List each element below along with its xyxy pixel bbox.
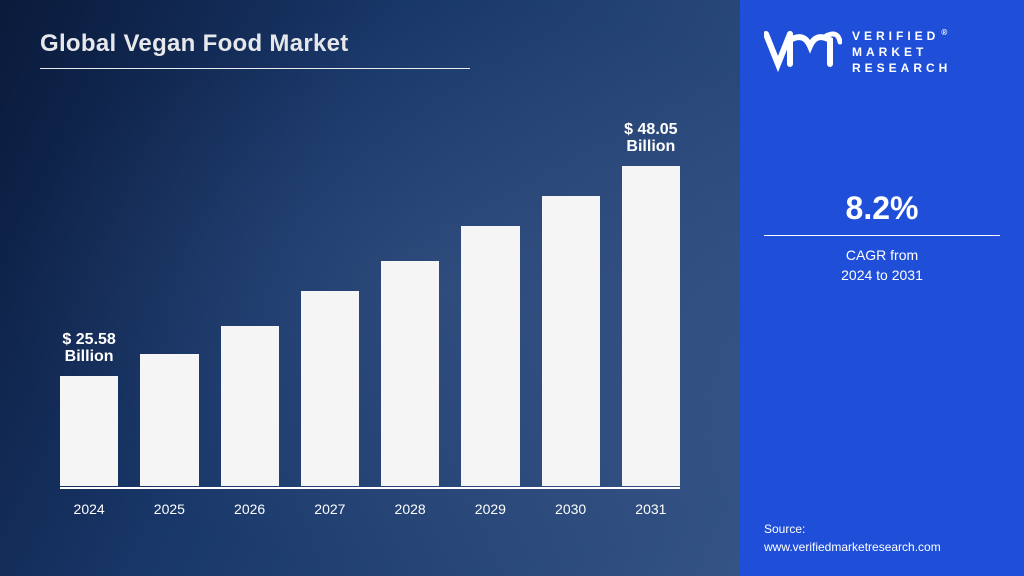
cagr-underline — [764, 235, 1000, 236]
source-url: www.verifiedmarketresearch.com — [764, 540, 941, 554]
bar-2031: $ 48.05 Billion — [622, 166, 680, 486]
bar — [461, 226, 519, 486]
last-bar-unit: Billion — [626, 138, 675, 155]
bar-2029 — [461, 226, 519, 486]
bar-chart: $ 25.58 Billion — [60, 146, 680, 526]
bars-container: $ 25.58 Billion — [60, 146, 680, 486]
source-block: Source: www.verifiedmarketresearch.com — [764, 520, 1000, 556]
first-bar-value: $ 25.58 — [62, 331, 115, 348]
x-label: 2030 — [542, 501, 600, 517]
x-axis-labels: 2024 2025 2026 2027 2028 2029 2030 2031 — [60, 501, 680, 517]
bar — [381, 261, 439, 486]
x-label: 2027 — [301, 501, 359, 517]
bar — [221, 326, 279, 486]
last-bar-value: $ 48.05 — [624, 121, 677, 138]
chart-panel: Global Vegan Food Market $ 25.58 Billion — [0, 0, 740, 576]
logo-mark-icon — [764, 28, 842, 74]
bar — [60, 376, 118, 486]
bar-2025 — [140, 354, 198, 486]
x-label: 2025 — [140, 501, 198, 517]
title-underline — [40, 68, 470, 69]
first-bar-label: $ 25.58 Billion — [62, 331, 115, 366]
chart-title: Global Vegan Food Market — [40, 30, 700, 58]
x-axis-line — [60, 487, 680, 489]
source-label: Source: — [764, 522, 805, 536]
cagr-line2: 2024 to 2031 — [841, 267, 923, 283]
bar-2027 — [301, 291, 359, 486]
logo-line1: VERIFIED — [852, 29, 939, 43]
logo-text: VERIFIED® MARKET RESEARCH — [852, 28, 951, 77]
bar-2024: $ 25.58 Billion — [60, 376, 118, 486]
bar-2030 — [542, 196, 600, 486]
bar — [622, 166, 680, 486]
bar — [301, 291, 359, 486]
brand-logo: VERIFIED® MARKET RESEARCH — [764, 28, 1000, 77]
bar — [140, 354, 198, 486]
sidebar-panel: VERIFIED® MARKET RESEARCH 8.2% CAGR from… — [740, 0, 1024, 576]
x-label: 2024 — [60, 501, 118, 517]
cagr-value: 8.2% — [764, 190, 1000, 227]
first-bar-unit: Billion — [65, 348, 114, 365]
x-label: 2028 — [381, 501, 439, 517]
registered-mark: ® — [941, 28, 947, 37]
bar — [542, 196, 600, 486]
cagr-block: 8.2% CAGR from 2024 to 2031 — [764, 190, 1000, 285]
logo-line3: RESEARCH — [852, 61, 951, 75]
last-bar-label: $ 48.05 Billion — [624, 121, 677, 156]
cagr-line1: CAGR from — [846, 247, 918, 263]
cagr-subtext: CAGR from 2024 to 2031 — [764, 246, 1000, 285]
x-label: 2026 — [221, 501, 279, 517]
bar-2026 — [221, 326, 279, 486]
bar-2028 — [381, 261, 439, 486]
x-label: 2031 — [622, 501, 680, 517]
logo-line2: MARKET — [852, 45, 927, 59]
x-label: 2029 — [461, 501, 519, 517]
